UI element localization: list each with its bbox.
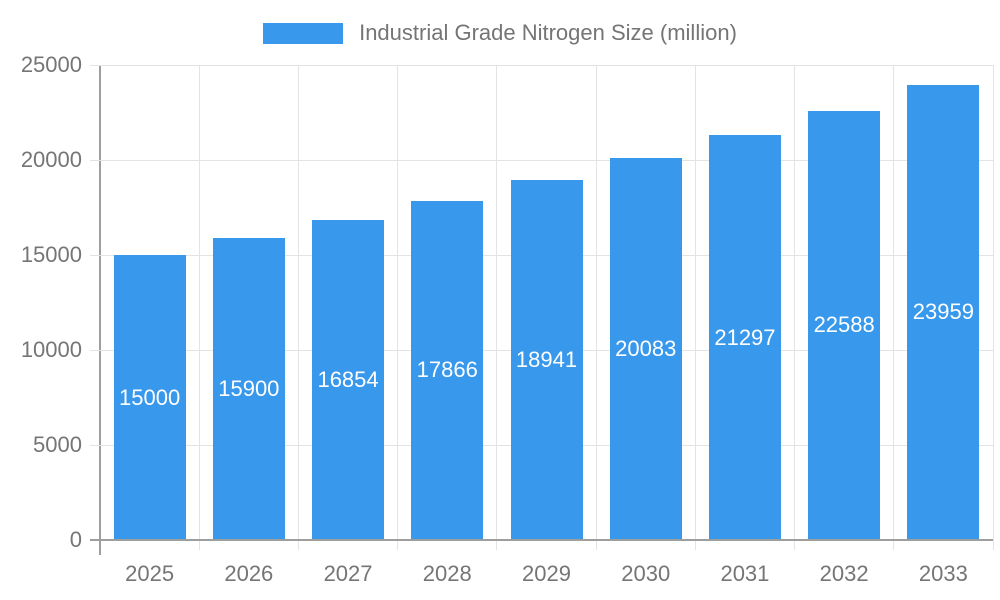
bar-value-label: 15900 bbox=[218, 375, 280, 401]
bar[interactable]: 20083 bbox=[609, 158, 682, 540]
x-gridline bbox=[595, 65, 597, 550]
bar-value-label: 23959 bbox=[912, 299, 974, 325]
y-gridline bbox=[90, 159, 993, 161]
bar-value-label: 22588 bbox=[813, 312, 875, 338]
bar-value-label: 16854 bbox=[317, 366, 379, 392]
y-tick-label: 5000 bbox=[33, 432, 82, 457]
legend-label: Industrial Grade Nitrogen Size (million) bbox=[359, 20, 737, 45]
x-gridline bbox=[297, 65, 299, 550]
bar[interactable]: 16854 bbox=[312, 219, 385, 540]
x-tick-label: 2033 bbox=[918, 561, 968, 586]
bar[interactable]: 18941 bbox=[510, 180, 583, 540]
x-tick-label: 2031 bbox=[720, 561, 770, 586]
x-tick-label: 2030 bbox=[621, 561, 671, 586]
bar[interactable]: 22588 bbox=[808, 110, 881, 540]
x-gridline bbox=[893, 65, 895, 550]
bar[interactable]: 15000 bbox=[113, 255, 186, 540]
x-tick-label: 2026 bbox=[224, 561, 274, 586]
bar[interactable]: 21297 bbox=[708, 135, 781, 540]
x-tick-label: 2032 bbox=[819, 561, 869, 586]
y-axis-line bbox=[99, 65, 101, 555]
bar[interactable]: 15900 bbox=[212, 237, 285, 540]
y-tick-label: 20000 bbox=[20, 147, 82, 172]
x-axis-line bbox=[90, 539, 993, 541]
bar-value-label: 20083 bbox=[615, 336, 677, 362]
x-gridline bbox=[496, 65, 498, 550]
legend-swatch[interactable] bbox=[263, 22, 344, 44]
x-gridline bbox=[694, 65, 696, 550]
bar[interactable]: 17866 bbox=[411, 200, 484, 540]
x-gridline bbox=[992, 65, 994, 550]
y-tick-label: 10000 bbox=[20, 337, 82, 362]
y-tick-label: 15000 bbox=[20, 242, 82, 267]
bar-value-label: 17866 bbox=[416, 357, 478, 383]
y-tick-label: 25000 bbox=[20, 52, 82, 77]
x-tick-label: 2027 bbox=[323, 561, 373, 586]
x-gridline bbox=[397, 65, 399, 550]
x-tick-label: 2029 bbox=[522, 561, 571, 586]
bar[interactable]: 23959 bbox=[907, 84, 980, 540]
y-gridline bbox=[90, 64, 993, 66]
y-tick-label: 0 bbox=[69, 527, 82, 552]
x-tick-label: 2025 bbox=[125, 561, 175, 586]
bar-value-label: 15000 bbox=[119, 384, 181, 410]
x-tick-label: 2028 bbox=[422, 561, 472, 586]
x-gridline bbox=[794, 65, 796, 550]
x-gridline bbox=[198, 65, 200, 550]
legend[interactable]: Industrial Grade Nitrogen Size (million) bbox=[0, 20, 1000, 46]
bar-value-label: 21297 bbox=[714, 324, 776, 350]
bar-value-label: 18941 bbox=[515, 347, 578, 373]
